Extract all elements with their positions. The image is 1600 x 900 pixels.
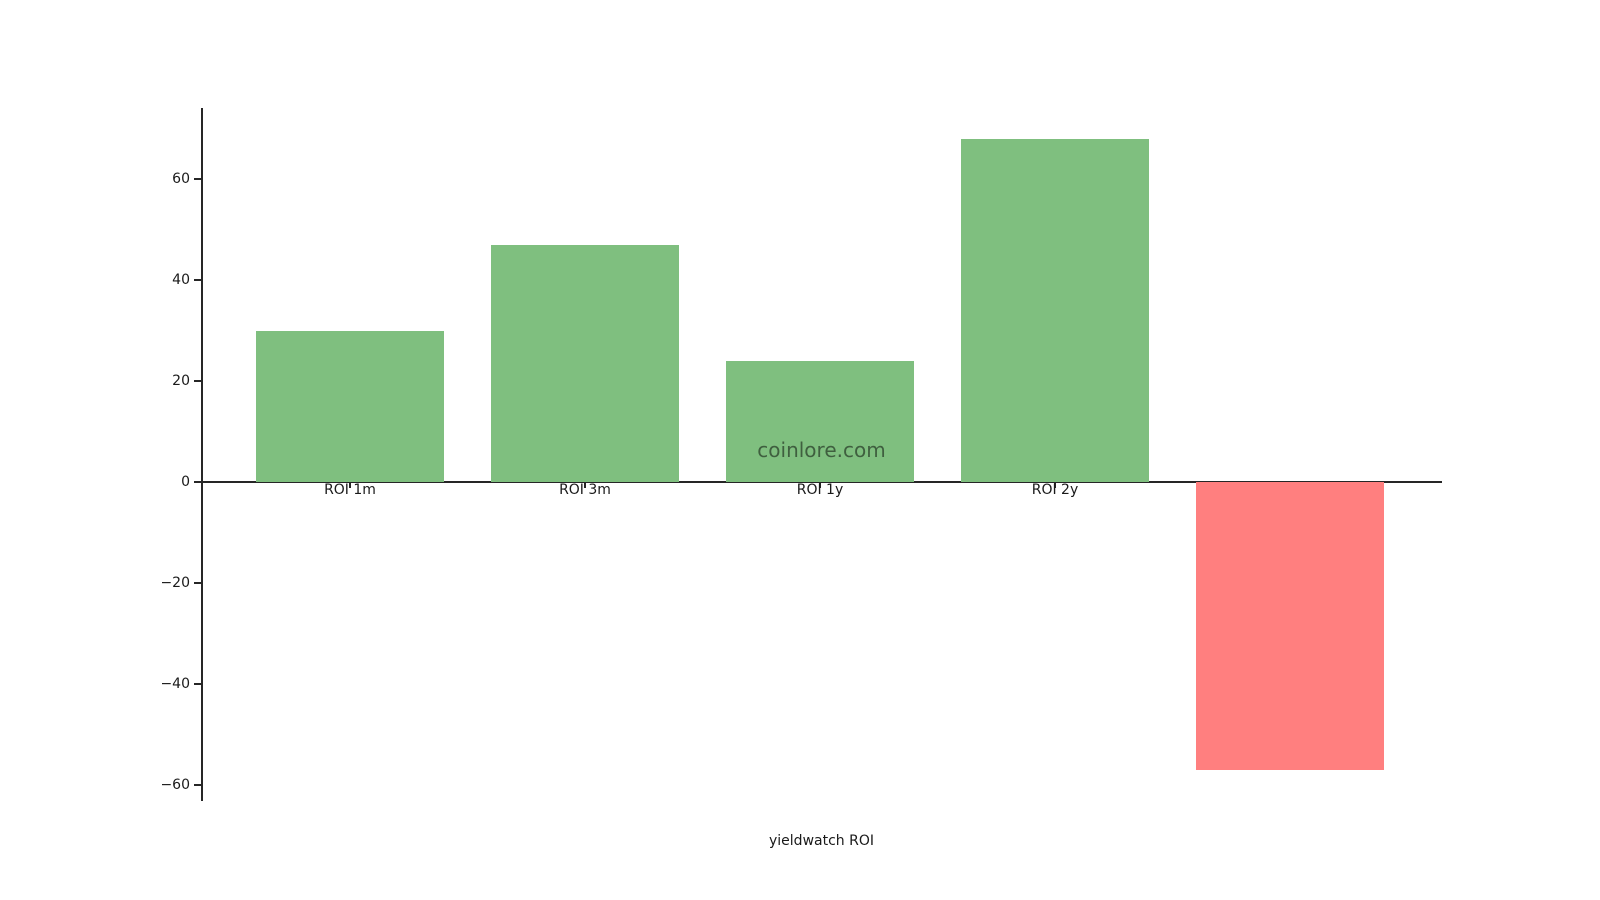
- y-tick: [194, 683, 201, 685]
- y-tick-label: 0: [181, 474, 190, 490]
- y-axis-spine: [201, 107, 203, 802]
- x-tick: [349, 482, 351, 488]
- x-tick-label: ROI 1y: [796, 482, 844, 498]
- y-tick-label: 20: [172, 373, 190, 389]
- x-tick: [584, 482, 586, 488]
- y-tick-label: −60: [160, 777, 190, 793]
- y-tick: [194, 582, 201, 584]
- x-tick-label: ROI 3m: [559, 482, 611, 498]
- y-tick-label: −40: [160, 676, 190, 692]
- bar-4: [1196, 482, 1384, 770]
- y-tick: [194, 380, 201, 382]
- x-tick-label: ROI 1m: [324, 482, 376, 498]
- x-tick-label: ROI 2y: [1031, 482, 1079, 498]
- x-axis-zero-line: [201, 481, 1442, 483]
- x-tick: [1054, 482, 1056, 488]
- y-tick-label: −20: [160, 575, 190, 591]
- x-tick: [819, 482, 821, 488]
- y-tick: [194, 279, 201, 281]
- bar-roi-1m: [256, 330, 444, 482]
- y-tick: [194, 784, 201, 786]
- y-tick: [194, 178, 201, 180]
- bar-roi-3m: [491, 244, 679, 482]
- y-tick-label: 40: [172, 272, 190, 288]
- x-axis-title: yieldwatch ROI: [769, 833, 874, 849]
- watermark-text: coinlore.com: [757, 438, 886, 462]
- y-tick-label: 60: [172, 171, 190, 187]
- y-tick: [194, 481, 201, 483]
- bar-roi-1y: [726, 360, 914, 482]
- bar-roi-2y: [961, 138, 1149, 482]
